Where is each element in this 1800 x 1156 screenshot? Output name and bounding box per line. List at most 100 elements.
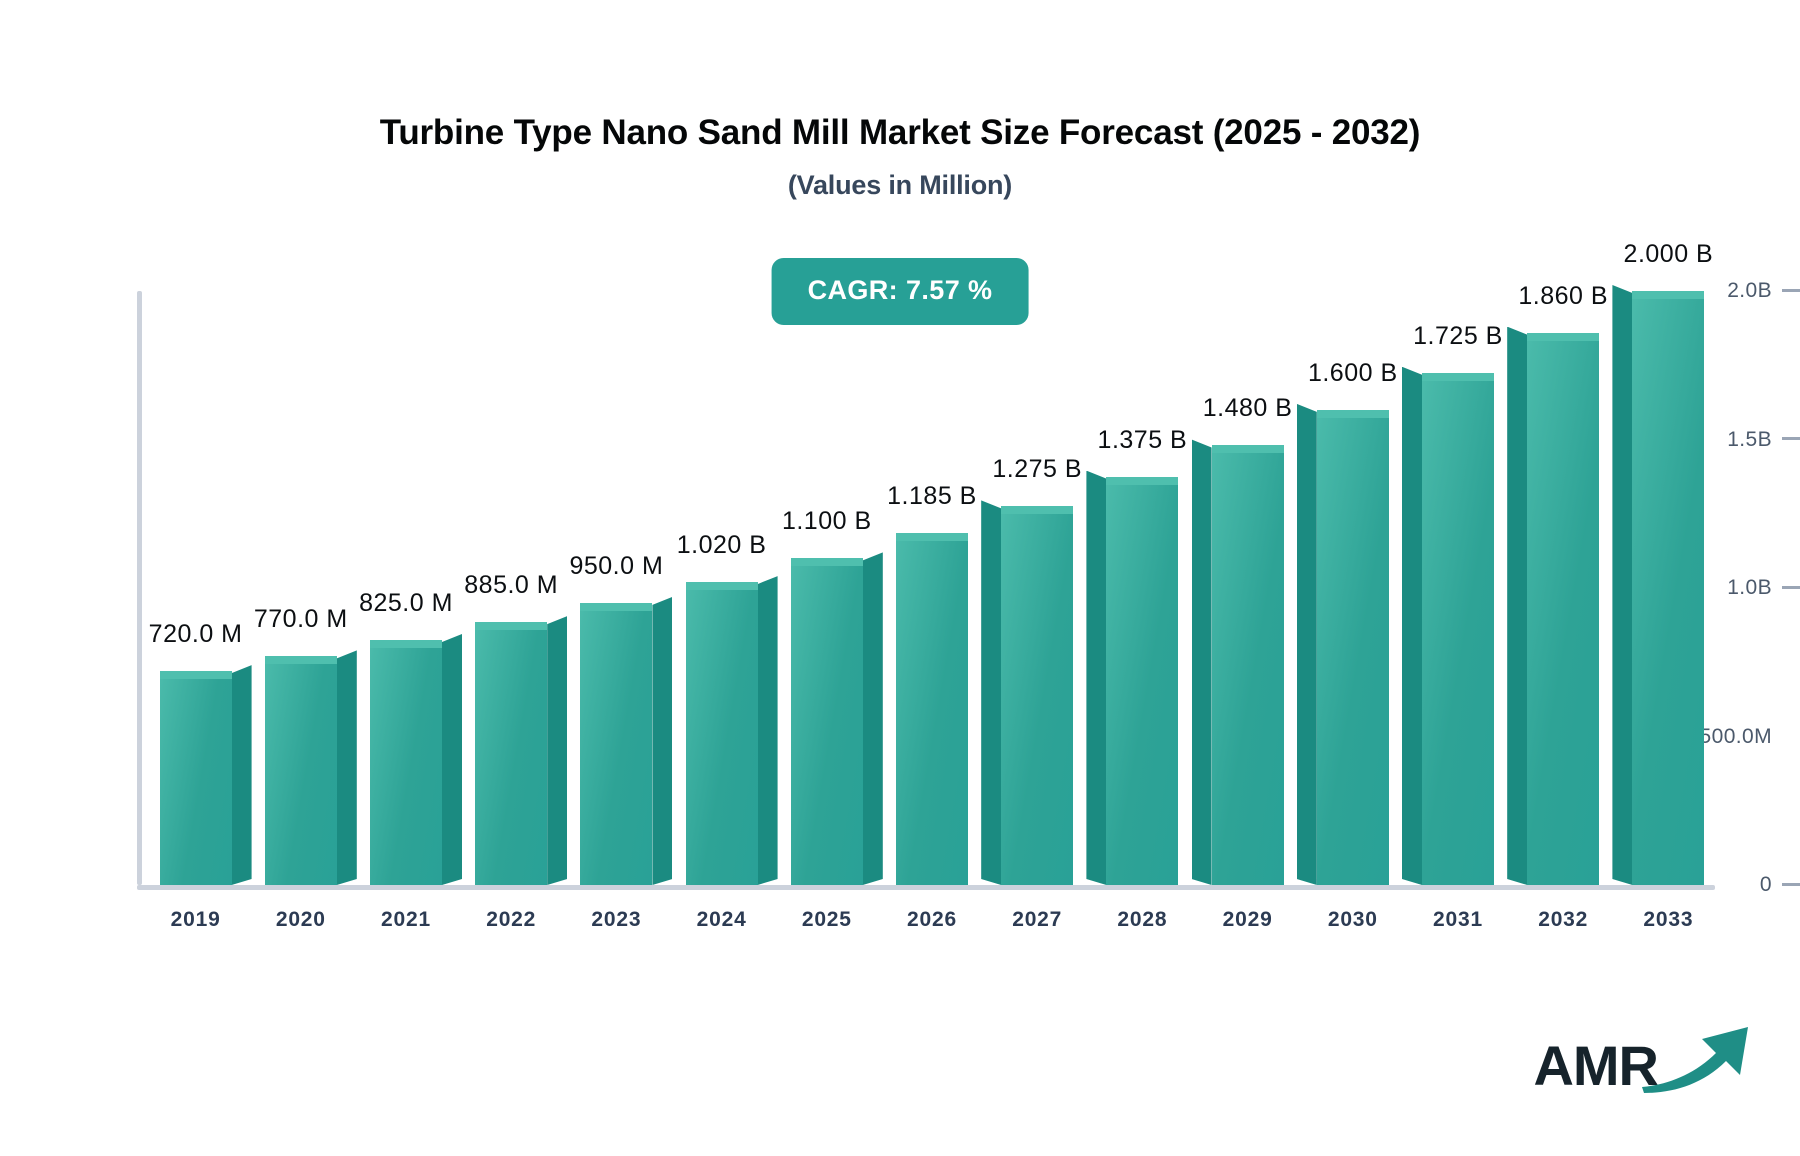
- bar-side-face: [1612, 285, 1632, 885]
- title-block: Turbine Type Nano Sand Mill Market Size …: [0, 112, 1800, 201]
- x-axis-tick-label: 2020: [275, 908, 326, 931]
- cagr-badge: CAGR: 7.57 %: [771, 258, 1029, 325]
- bar-column[interactable]: 1.020 B: [677, 230, 758, 885]
- bar-top-face: [896, 533, 968, 542]
- bar-column[interactable]: 770.0 M: [254, 230, 337, 885]
- bar-side-face: [758, 576, 778, 885]
- x-axis-tick-label: 2025: [801, 908, 852, 931]
- bar-value-label: 1.860 B: [1518, 281, 1609, 310]
- bar-front-face: [896, 533, 968, 885]
- y-axis-tick: 2.0B: [1668, 279, 1800, 303]
- bar-column[interactable]: 885.0 M: [464, 230, 548, 885]
- bar-value-label: 1.480 B: [1202, 394, 1293, 423]
- amr-logo: AMR: [1533, 1017, 1756, 1114]
- y-axis-tick-label: 0: [1759, 873, 1772, 896]
- x-axis-tick-label: 2026: [907, 908, 957, 931]
- bar-top-face: [1527, 332, 1600, 341]
- x-axis-tick-label: 2022: [486, 908, 537, 931]
- x-axis-baseline: [137, 885, 1715, 890]
- bar-column[interactable]: 1.480 B: [1211, 230, 1292, 885]
- bar-front-face: [370, 639, 442, 885]
- y-axis-line: [137, 291, 142, 885]
- bars-layer: 720.0 M 770.0 M 825.0 M 885.0 M 950.0 M 1.020…: [137, 230, 1715, 885]
- bar-column[interactable]: 1.860 B: [1527, 230, 1608, 885]
- bar-side-face: [1297, 404, 1317, 885]
- bar-side-face: [981, 500, 1001, 885]
- y-axis-tick-label: 1.0B: [1727, 576, 1772, 599]
- bar-column[interactable]: 1.600 B: [1316, 230, 1397, 885]
- bar-value-label: 825.0 M: [359, 588, 453, 617]
- y-axis-tick: 1.5B: [1668, 428, 1800, 452]
- bar-top-face: [159, 671, 232, 680]
- bar-value-label: 1.375 B: [1097, 425, 1188, 454]
- bar-top-face: [790, 558, 863, 567]
- x-axis-tick-label: 2029: [1222, 908, 1273, 931]
- y-axis-tick-label: 500.0M: [1699, 724, 1772, 748]
- bar-front-face: [264, 656, 337, 885]
- bar-column[interactable]: 1.725 B: [1422, 230, 1502, 885]
- bar-value-label: 1.725 B: [1413, 321, 1503, 350]
- y-axis-tick-label: 2.0B: [1727, 279, 1772, 302]
- bar-side-face: [1086, 471, 1106, 885]
- bar-top-face: [580, 602, 653, 611]
- x-axis-tick-label: 2023: [591, 908, 642, 931]
- bar-value-label: 1.100 B: [781, 507, 872, 536]
- bar-value-label: 2.000 B: [1623, 240, 1714, 268]
- bar-side-face: [863, 552, 883, 885]
- bar-front-face: [1106, 476, 1179, 885]
- bar-front-face: [159, 671, 232, 885]
- bar-side-face: [652, 597, 672, 885]
- x-axis-tick-label: 2031: [1433, 908, 1483, 931]
- bar-column[interactable]: 825.0 M: [359, 230, 442, 885]
- bar-side-face: [1507, 327, 1527, 885]
- x-axis-tick-label: 2028: [1117, 908, 1168, 931]
- bar-value-label: 1.600 B: [1307, 358, 1398, 387]
- y-axis-tick-mark: [1782, 437, 1800, 441]
- bar-side-face: [442, 634, 462, 885]
- bar-side-face: [547, 616, 567, 885]
- x-axis-tick-label: 2019: [170, 908, 221, 931]
- bar-top-face: [685, 582, 758, 591]
- y-axis-tick: 0: [1668, 873, 1800, 897]
- bar-top-face: [1106, 476, 1179, 485]
- bar-top-face: [475, 622, 548, 631]
- y-axis-tick: 500.0M: [1668, 725, 1800, 749]
- bar-column[interactable]: 1.185 B: [887, 230, 976, 885]
- bar-front-face: [1632, 291, 1705, 885]
- x-axis-tick-label: 2032: [1538, 908, 1589, 931]
- y-axis-tick-mark: [1782, 288, 1800, 292]
- bar-top-face: [264, 656, 337, 665]
- bar-front-face: [1211, 445, 1284, 885]
- bar-value-label: 885.0 M: [464, 571, 559, 600]
- bar-column[interactable]: 720.0 M: [149, 230, 232, 885]
- y-axis-tick: 1.0B: [1668, 576, 1800, 600]
- bar-top-face: [1316, 409, 1389, 418]
- bar-top-face: [370, 639, 442, 648]
- bar-front-face: [580, 602, 653, 885]
- bar-front-face: [790, 558, 863, 885]
- x-axis-tick-label: 2024: [696, 908, 747, 931]
- chart-subtitle: (Values in Million): [787, 170, 1013, 200]
- bar-column[interactable]: 950.0 M: [569, 230, 653, 885]
- y-axis-tick-mark: [1782, 585, 1800, 589]
- bar-side-face: [337, 650, 357, 885]
- bar-top-face: [1632, 291, 1705, 299]
- bar-column[interactable]: 1.100 B: [782, 230, 863, 885]
- bar-top-face: [1422, 372, 1494, 381]
- bar-value-label: 1.275 B: [992, 455, 1083, 484]
- bar-top-face: [1211, 445, 1284, 454]
- x-axis-tick-label: 2030: [1327, 908, 1378, 931]
- bar-front-face: [1316, 409, 1389, 885]
- bar-value-label: 1.185 B: [887, 482, 977, 511]
- bar-value-label: 1.020 B: [676, 531, 767, 560]
- bar-column[interactable]: 2.000 B: [1632, 230, 1713, 885]
- bar-column[interactable]: 1.275 B: [1001, 230, 1082, 885]
- bar-front-face: [1001, 506, 1074, 885]
- bar-front-face: [1422, 372, 1494, 885]
- bar-front-face: [475, 622, 548, 885]
- bar-side-face: [1402, 367, 1422, 885]
- bar-value-label: 720.0 M: [148, 620, 243, 649]
- bar-column[interactable]: 1.375 B: [1106, 230, 1187, 885]
- page-title: Turbine Type Nano Sand Mill Market Size …: [379, 113, 1421, 152]
